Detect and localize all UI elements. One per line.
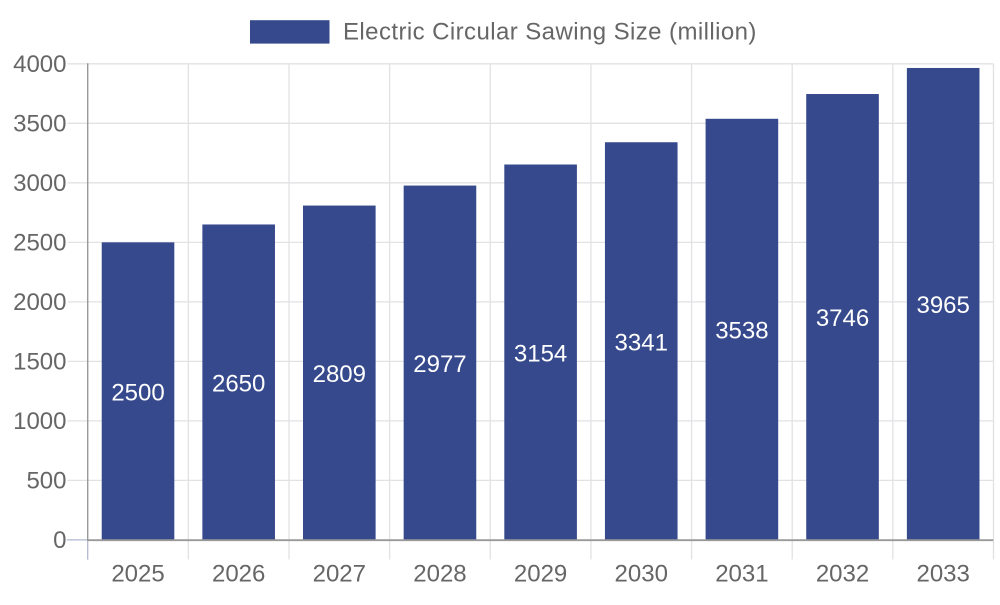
svg-text:2977: 2977 (413, 351, 466, 378)
svg-text:2809: 2809 (313, 361, 366, 388)
svg-text:2027: 2027 (313, 561, 366, 588)
svg-text:2028: 2028 (413, 561, 466, 588)
svg-text:2500: 2500 (13, 230, 66, 257)
svg-text:2500: 2500 (111, 379, 164, 406)
svg-text:2000: 2000 (13, 289, 66, 316)
svg-text:2029: 2029 (514, 561, 567, 588)
svg-text:4000: 4000 (13, 51, 66, 78)
svg-text:2033: 2033 (916, 561, 969, 588)
svg-text:3000: 3000 (13, 170, 66, 197)
svg-text:2650: 2650 (212, 370, 265, 397)
svg-text:3538: 3538 (715, 318, 768, 345)
svg-text:3746: 3746 (816, 305, 869, 332)
svg-text:3341: 3341 (615, 329, 668, 356)
svg-text:3500: 3500 (13, 111, 66, 138)
svg-text:2026: 2026 (212, 561, 265, 588)
svg-text:3965: 3965 (916, 292, 969, 319)
svg-text:500: 500 (26, 468, 66, 495)
svg-text:0: 0 (53, 527, 66, 554)
svg-text:2030: 2030 (615, 561, 668, 588)
svg-text:1000: 1000 (13, 408, 66, 435)
svg-text:1500: 1500 (13, 349, 66, 376)
svg-text:3154: 3154 (514, 340, 567, 367)
svg-text:Electric Circular Sawing Size: Electric Circular Sawing Size (million) (343, 19, 757, 46)
svg-text:2031: 2031 (715, 561, 768, 588)
svg-text:2032: 2032 (816, 561, 869, 588)
svg-text:2025: 2025 (111, 561, 164, 588)
